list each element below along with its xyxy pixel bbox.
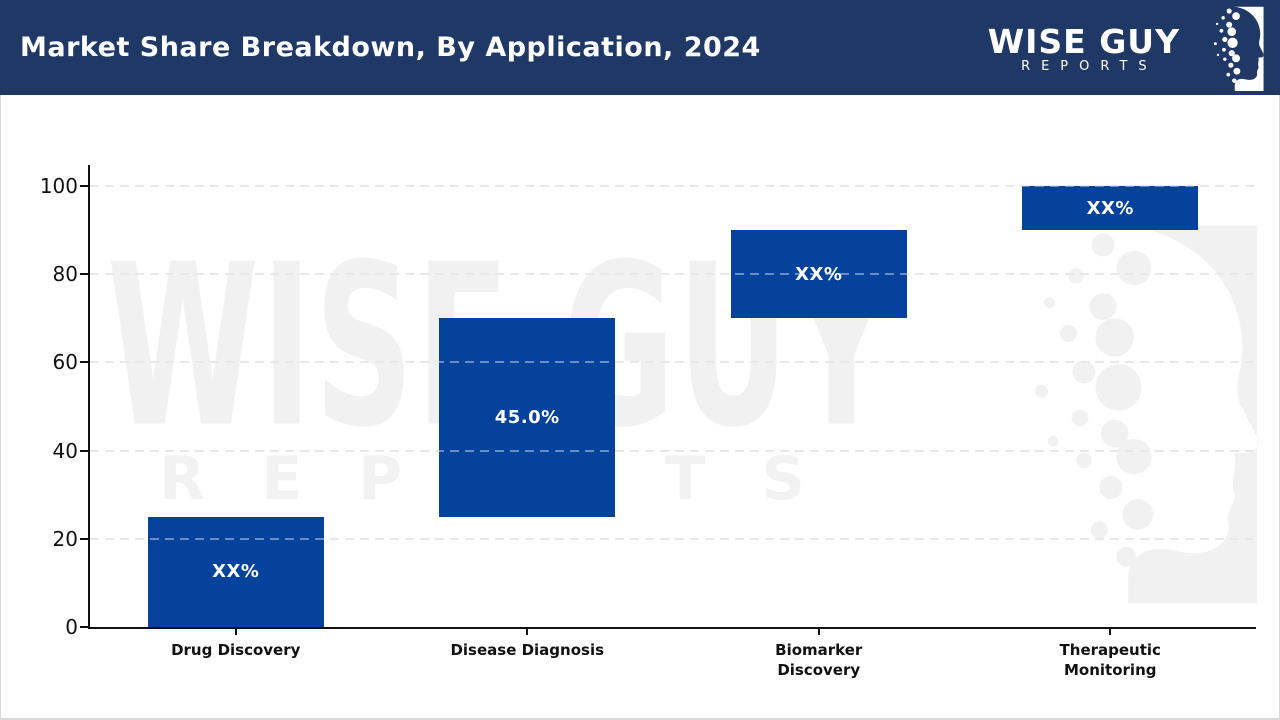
x-axis-line — [88, 627, 1256, 629]
bar-disease-diagnosis: 45.0% — [439, 318, 616, 517]
y-tick — [80, 537, 88, 540]
y-tick-label: 100 — [39, 174, 78, 198]
y-tick — [80, 185, 88, 187]
y-tick — [80, 273, 88, 276]
x-category-label: Drug Discovery — [171, 641, 301, 659]
header-bar: Market Share Breakdown, By Application, … — [0, 0, 1280, 95]
page-title: Market Share Breakdown, By Application, … — [20, 32, 761, 63]
y-axis-line — [88, 165, 90, 629]
x-category-label: Biomarker Discovery — [775, 641, 863, 679]
x-tick — [526, 627, 529, 635]
brand-wordmark: WISE GUY — [987, 21, 1180, 61]
y-tick-label: 0 — [65, 615, 78, 639]
y-tick — [80, 361, 88, 364]
brand-logo-text: WISE GUY REPORTS — [987, 21, 1180, 75]
gridline-overlay-40 — [90, 449, 1256, 452]
gridline-overlay-60 — [90, 361, 1256, 364]
x-category-label: Therapeutic Monitoring — [1059, 641, 1161, 679]
y-tick-label: 20 — [52, 526, 78, 551]
gridline-100 — [90, 185, 1256, 187]
x-tick — [234, 627, 237, 635]
bar-value-label: XX% — [1086, 197, 1134, 219]
bar-drug-discovery: XX% — [147, 516, 324, 627]
bar-value-label: XX% — [212, 561, 260, 583]
y-tick — [80, 449, 88, 452]
gridline-40 — [90, 449, 1256, 452]
y-tick-label: 40 — [52, 438, 78, 463]
gridline-20 — [90, 537, 1256, 540]
gridline-60 — [90, 361, 1256, 364]
gridline-overlay-20 — [90, 537, 1256, 540]
brand-subtext: REPORTS — [1021, 58, 1158, 74]
x-category-label: Disease Diagnosis — [450, 641, 605, 659]
y-tick-label: 60 — [52, 350, 78, 375]
bar-value-label: XX% — [795, 263, 843, 285]
y-tick — [80, 626, 88, 628]
x-tick — [817, 627, 820, 635]
gridline-overlay-80 — [90, 273, 1256, 276]
bar-therapeutic-monitoring: XX% — [1022, 186, 1199, 231]
gridline-overlay-100 — [90, 185, 1256, 187]
y-tick-label: 80 — [52, 262, 78, 287]
wise-guy-face-icon — [1213, 6, 1264, 91]
bar-biomarker-discovery: XX% — [730, 230, 907, 319]
gridline-80 — [90, 273, 1256, 276]
x-tick — [1109, 627, 1112, 635]
brand-logo: WISE GUY REPORTS — [988, 5, 1266, 91]
bar-value-label: 45.0% — [494, 407, 560, 429]
